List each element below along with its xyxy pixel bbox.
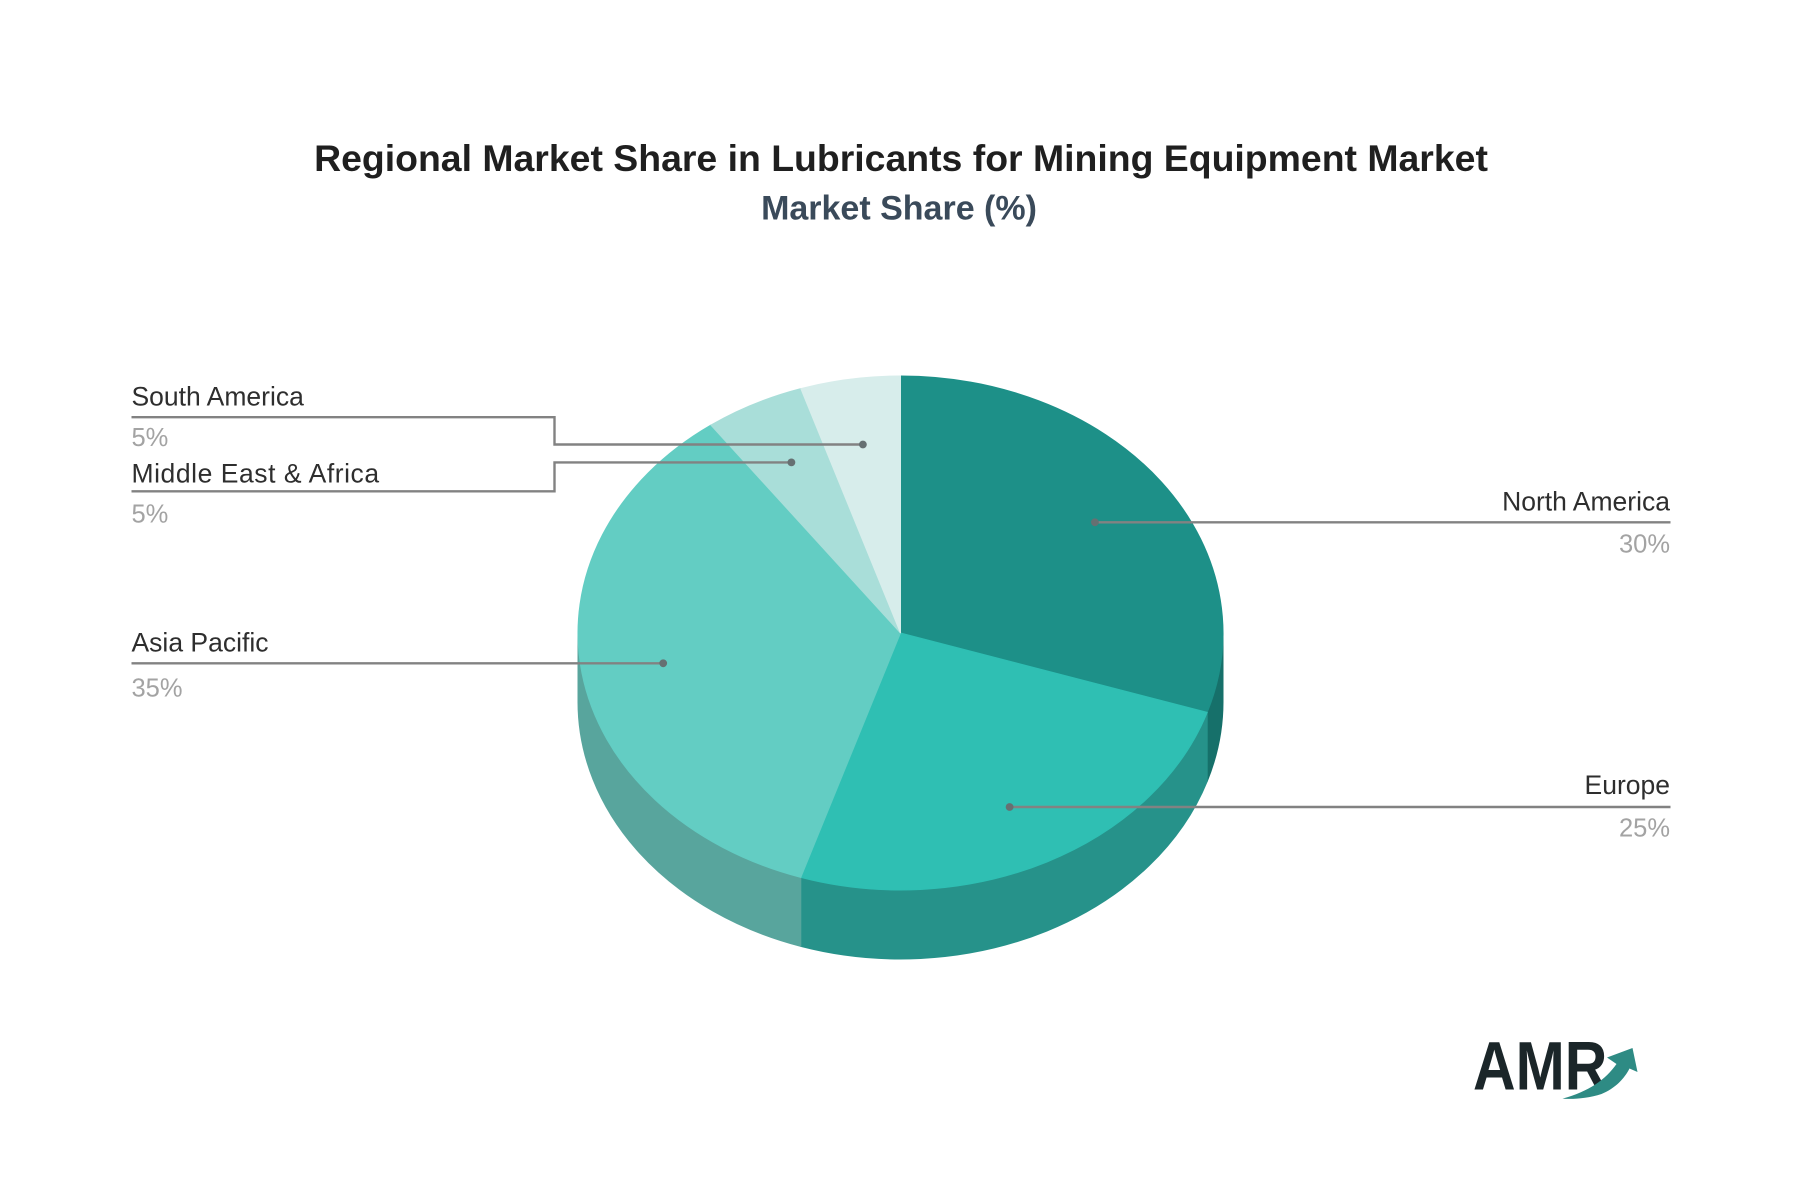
- svg-text:30%: 30%: [1619, 531, 1670, 559]
- svg-text:Market Share (%): Market Share (%): [761, 190, 1037, 228]
- svg-text:Middle East & Africa: Middle East & Africa: [132, 459, 380, 489]
- svg-text:25%: 25%: [1619, 815, 1670, 843]
- svg-text:North America: North America: [1502, 487, 1670, 517]
- svg-text:South America: South America: [132, 382, 305, 412]
- svg-text:Asia Pacific: Asia Pacific: [132, 628, 269, 658]
- svg-text:5%: 5%: [132, 424, 169, 452]
- svg-text:Europe: Europe: [1585, 770, 1670, 800]
- svg-text:Regional Market Share in Lubri: Regional Market Share in Lubricants for …: [314, 137, 1488, 179]
- svg-text:5%: 5%: [132, 501, 169, 529]
- svg-text:35%: 35%: [132, 675, 183, 703]
